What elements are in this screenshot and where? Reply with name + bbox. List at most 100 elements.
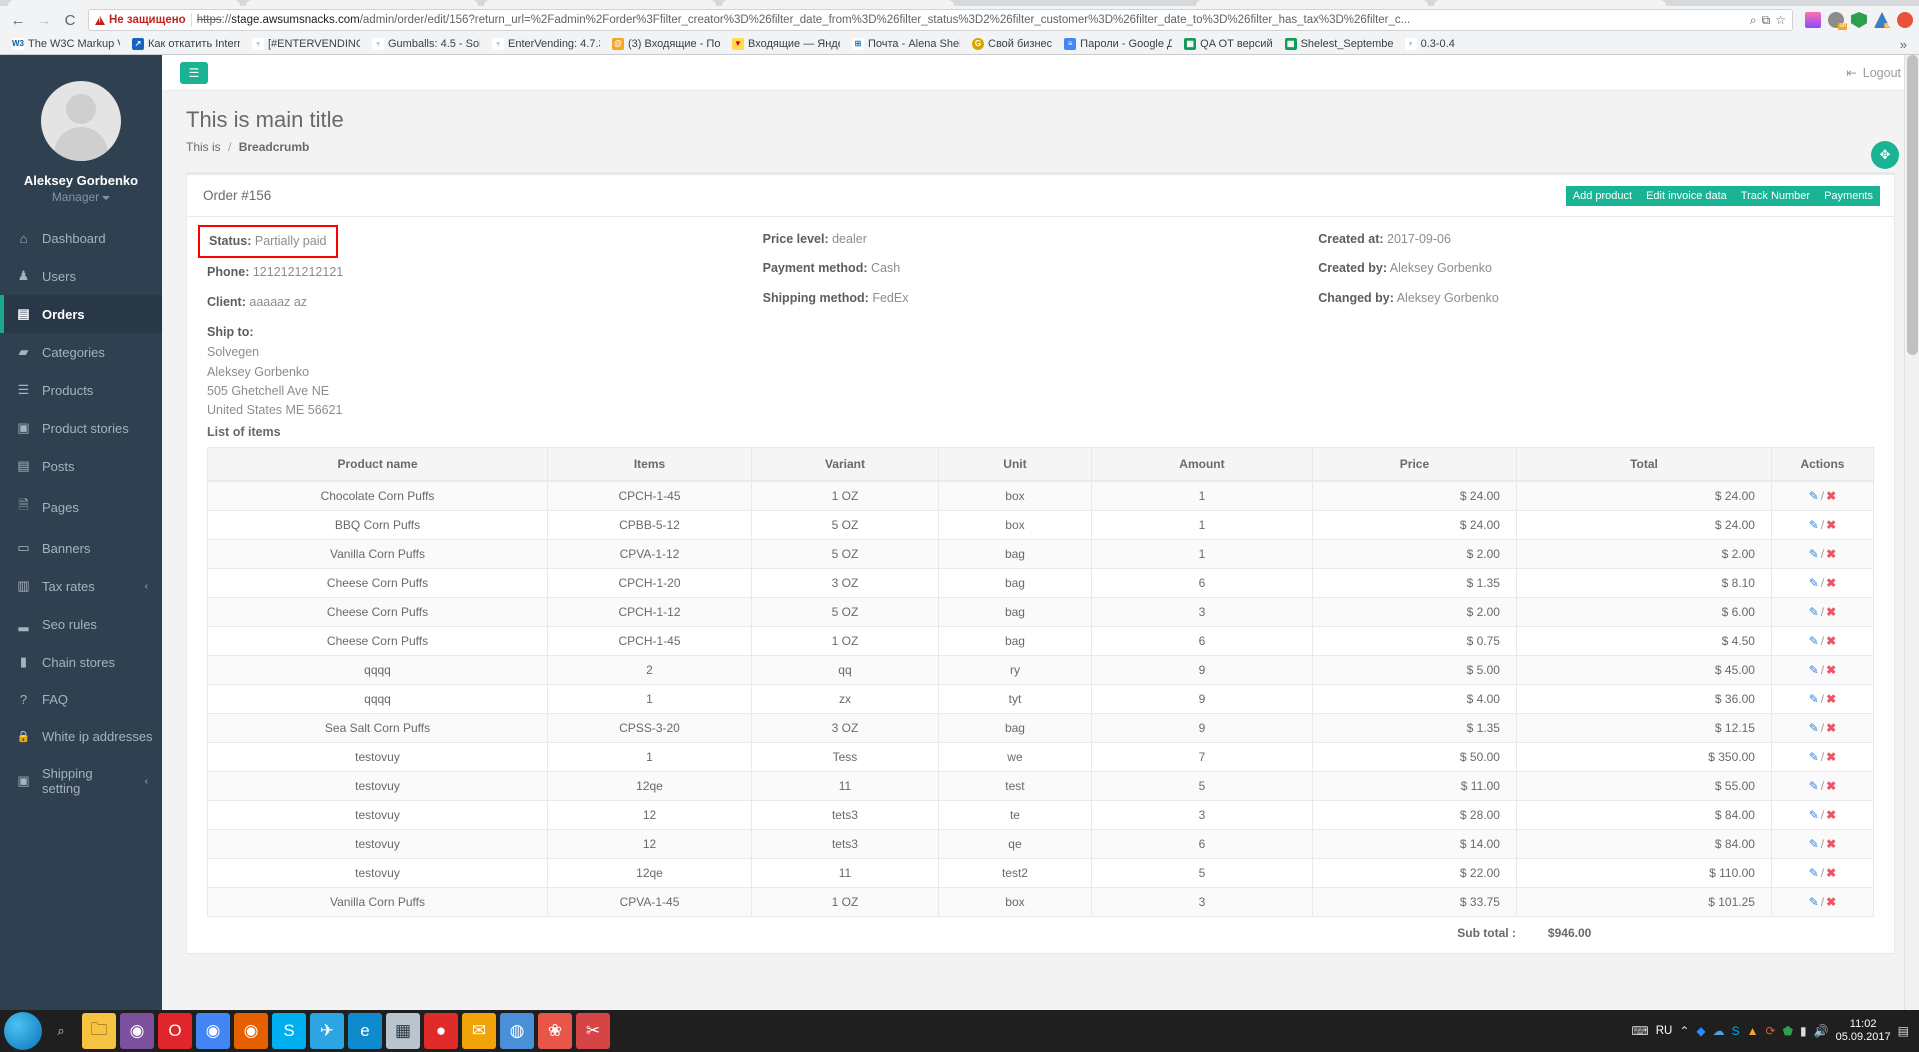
sidebar-item-banners[interactable]: ▭ Banners bbox=[0, 529, 162, 567]
pencil-icon[interactable]: ✎ bbox=[1808, 662, 1819, 677]
browser-tab[interactable] bbox=[246, 0, 478, 6]
sidebar-item-products[interactable]: ☰ Products bbox=[0, 371, 162, 409]
sidebar-item-dashboard[interactable]: ⌂ Dashboard bbox=[0, 220, 162, 257]
column-header-price[interactable]: Price bbox=[1311, 446, 1517, 482]
windows-start-icon[interactable] bbox=[4, 1012, 42, 1050]
telegram-icon[interactable]: ✈ bbox=[310, 1013, 344, 1049]
sidebar-item-pages[interactable]: 🗎 Pages bbox=[0, 485, 162, 529]
url-text[interactable]: https://stage.awsumsnacks.com/admin/orde… bbox=[197, 14, 1745, 26]
column-header-product-name[interactable]: Product name bbox=[207, 446, 548, 482]
browser-tab[interactable] bbox=[1434, 0, 1666, 6]
avast-icon[interactable]: ▲ bbox=[1746, 1024, 1759, 1038]
close-icon[interactable]: ✖ bbox=[1826, 749, 1837, 764]
bookmark-item[interactable]: @ (3) Входящие - Почт bbox=[606, 38, 726, 50]
browser-tab[interactable] bbox=[484, 0, 716, 6]
pencil-icon[interactable]: ✎ bbox=[1808, 865, 1819, 880]
pencil-icon[interactable]: ✎ bbox=[1808, 894, 1819, 909]
gradient-extension-icon[interactable] bbox=[1805, 12, 1821, 28]
bookmark-item[interactable]: ▼ Входящие — Яндекс bbox=[726, 38, 846, 50]
pencil-icon[interactable]: ✎ bbox=[1808, 691, 1819, 706]
close-icon[interactable]: ✖ bbox=[1826, 836, 1837, 851]
pencil-icon[interactable]: ✎ bbox=[1808, 749, 1819, 764]
close-icon[interactable]: ✖ bbox=[1826, 691, 1837, 706]
language-indicator[interactable]: RU bbox=[1655, 1025, 1673, 1037]
tab-strip[interactable] bbox=[0, 0, 1919, 6]
sidebar-item-posts[interactable]: ▤ Posts bbox=[0, 447, 162, 485]
opera-icon[interactable]: O bbox=[158, 1013, 192, 1049]
close-icon[interactable]: ✖ bbox=[1826, 807, 1837, 822]
add-product-button[interactable]: Add product bbox=[1565, 186, 1640, 206]
bookmark-item[interactable]: ♆ [#ENTERVENDING-36 bbox=[246, 38, 366, 50]
scrollbar-thumb[interactable] bbox=[1907, 55, 1918, 355]
pencil-icon[interactable]: ✎ bbox=[1808, 546, 1819, 561]
close-icon[interactable]: ✖ bbox=[1826, 865, 1837, 880]
sidebar-item-product-stories[interactable]: ▣ Product stories bbox=[0, 409, 162, 447]
pencil-icon[interactable]: ✎ bbox=[1808, 720, 1819, 735]
puzzle-icon[interactable]: ✥ bbox=[1871, 141, 1899, 169]
shield-icon[interactable]: ⬟ bbox=[1782, 1024, 1794, 1038]
chrome-icon[interactable]: ◉ bbox=[196, 1013, 230, 1049]
column-header-items[interactable]: Items bbox=[547, 446, 752, 482]
viber-icon[interactable]: ◉ bbox=[120, 1013, 154, 1049]
firefox-icon[interactable]: ◉ bbox=[234, 1013, 268, 1049]
updown-extension-icon[interactable] bbox=[1897, 12, 1913, 28]
pencil-icon[interactable]: ✎ bbox=[1808, 633, 1819, 648]
bookmark-item[interactable]: ▦ Shelest_September bbox=[1279, 38, 1399, 50]
sidebar-item-users[interactable]: ♟ Users bbox=[0, 257, 162, 295]
pencil-icon[interactable]: ✎ bbox=[1808, 836, 1819, 851]
volume-icon[interactable]: 🔊 bbox=[1813, 1024, 1829, 1038]
bookmark-item[interactable]: G Свой бизнес bbox=[966, 38, 1058, 50]
skype-icon[interactable]: S bbox=[272, 1013, 306, 1049]
sidebar-item-faq[interactable]: ? FAQ bbox=[0, 681, 162, 718]
record-icon[interactable]: ● bbox=[424, 1013, 458, 1049]
sidebar-item-orders[interactable]: ▤ Orders bbox=[0, 295, 162, 333]
skype-tray-icon[interactable]: S bbox=[1731, 1024, 1740, 1038]
bookmark-item[interactable]: ♆ EnterVending: 4.7.3 - bbox=[486, 38, 606, 50]
track-number-button[interactable]: Track Number bbox=[1733, 186, 1818, 206]
pencil-icon[interactable]: ✎ bbox=[1808, 807, 1819, 822]
calculator-icon[interactable]: ▦ bbox=[386, 1013, 420, 1049]
taskbar-clock[interactable]: 11:02 05.09.2017 bbox=[1836, 1018, 1891, 1044]
dropbox-icon[interactable]: ◆ bbox=[1696, 1024, 1706, 1038]
adblock-extension-icon[interactable]: off bbox=[1828, 12, 1847, 30]
security-warning[interactable]: Не защищено bbox=[95, 14, 186, 26]
close-icon[interactable]: ✖ bbox=[1826, 604, 1837, 619]
bookmark-item[interactable]: ↗ Как откатить Interne bbox=[126, 38, 246, 50]
keyboard-icon[interactable]: ⌨ bbox=[1631, 1024, 1649, 1038]
bookmark-item[interactable]: ⊞ Почта - Alena Shel - bbox=[846, 38, 966, 50]
sidebar-profile[interactable]: Aleksey Gorbenko Manager bbox=[0, 55, 162, 220]
sidebar-item-tax-rates[interactable]: ▥ Tax rates ‹ bbox=[0, 567, 162, 605]
close-icon[interactable]: ✖ bbox=[1826, 662, 1837, 677]
close-icon[interactable]: ✖ bbox=[1826, 546, 1837, 561]
column-header-variant[interactable]: Variant bbox=[750, 446, 939, 482]
reload-button[interactable]: C bbox=[64, 11, 76, 29]
show-hidden-icons-icon[interactable]: ⌃ bbox=[1679, 1024, 1690, 1038]
sidebar-item-white-ip-addresses[interactable]: 🔒 White ip addresses bbox=[0, 718, 162, 755]
column-header-total[interactable]: Total bbox=[1515, 446, 1772, 482]
search-taskbar-icon[interactable]: ⌕ bbox=[57, 1023, 65, 1038]
avast-extension-icon[interactable]: off bbox=[1874, 12, 1890, 28]
pencil-icon[interactable]: ✎ bbox=[1808, 778, 1819, 793]
search-icon[interactable]: ⌕ bbox=[1749, 12, 1757, 27]
payments-button[interactable]: Payments bbox=[1817, 186, 1880, 206]
snipping-tool-icon[interactable]: ✂ bbox=[576, 1013, 610, 1049]
bookmark-item[interactable]: ♆ 0.3-0.4 bbox=[1399, 38, 1461, 50]
browser-tab[interactable] bbox=[8, 0, 240, 6]
close-icon[interactable]: ✖ bbox=[1826, 778, 1837, 793]
file-explorer-icon[interactable]: 🗀 bbox=[82, 1013, 116, 1049]
edge-icon[interactable]: e bbox=[348, 1013, 382, 1049]
browser-tab[interactable] bbox=[1196, 0, 1428, 6]
pencil-icon[interactable]: ✎ bbox=[1808, 488, 1819, 503]
bookmark-item[interactable]: ♆ Gumballs: 4.5 - Solve bbox=[366, 38, 486, 50]
browser-icon[interactable]: ◍ bbox=[500, 1013, 534, 1049]
shield-extension-icon[interactable] bbox=[1851, 12, 1867, 28]
pencil-icon[interactable]: ✎ bbox=[1808, 604, 1819, 619]
cloud-icon[interactable]: ☁ bbox=[1712, 1024, 1725, 1038]
profile-role[interactable]: Manager bbox=[0, 190, 162, 204]
hamburger-icon[interactable]: ☰ bbox=[180, 61, 208, 84]
back-button[interactable]: ← bbox=[10, 11, 26, 29]
bookmark-item[interactable]: ▦ QA ОТ версий bbox=[1178, 38, 1278, 50]
user-avatar-icon[interactable] bbox=[41, 81, 121, 161]
pencil-icon[interactable]: ✎ bbox=[1808, 575, 1819, 590]
browser-tab[interactable] bbox=[722, 0, 954, 6]
